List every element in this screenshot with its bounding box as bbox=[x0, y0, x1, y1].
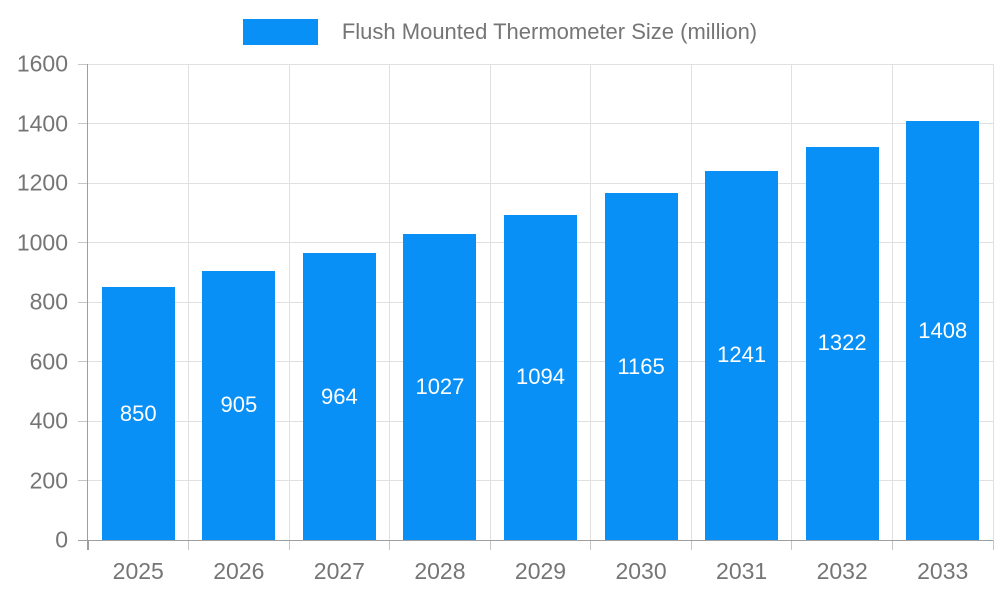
x-axis-tick bbox=[389, 540, 391, 550]
gridline-vertical bbox=[791, 64, 793, 540]
x-axis-line bbox=[78, 539, 993, 541]
y-axis-tick bbox=[78, 242, 88, 243]
gridline-vertical bbox=[188, 64, 190, 540]
x-axis-tick-label: 2025 bbox=[112, 558, 164, 584]
x-axis-tick-label: 2033 bbox=[917, 558, 969, 584]
legend-swatch-icon[interactable] bbox=[242, 19, 318, 45]
bar-value-label: 1165 bbox=[617, 353, 665, 379]
y-axis-tick bbox=[78, 123, 88, 124]
bar-value-label: 1027 bbox=[415, 374, 465, 400]
bar-2031[interactable] bbox=[705, 170, 779, 540]
y-axis-tick bbox=[78, 480, 88, 481]
gridline-horizontal bbox=[88, 123, 993, 124]
y-axis-tick-label: 600 bbox=[29, 348, 68, 374]
gridline-horizontal bbox=[88, 182, 993, 184]
x-axis-tick-label: 2028 bbox=[414, 558, 466, 584]
bar-value-label: 1408 bbox=[918, 317, 968, 343]
gridline-vertical bbox=[489, 64, 491, 540]
chart-legend: Flush Mounted Thermometer Size (million) bbox=[0, 19, 1000, 45]
gridline-vertical bbox=[690, 64, 692, 540]
bar-2025[interactable] bbox=[101, 287, 175, 540]
gridline-vertical bbox=[891, 64, 893, 540]
y-axis-line bbox=[87, 64, 88, 550]
gridline-vertical bbox=[389, 64, 391, 540]
legend-label: Flush Mounted Thermometer Size (million) bbox=[341, 19, 758, 44]
y-axis-tick-label: 1200 bbox=[16, 169, 68, 196]
y-axis-tick-label: 1000 bbox=[16, 229, 68, 255]
y-axis-tick-label: 1400 bbox=[16, 110, 68, 136]
y-axis-tick-label: 400 bbox=[29, 407, 68, 434]
x-axis-tick bbox=[288, 540, 290, 550]
bar-value-label: 1322 bbox=[817, 330, 867, 356]
y-axis-tick bbox=[78, 182, 88, 184]
gridline-horizontal bbox=[88, 63, 993, 65]
x-axis-tick bbox=[87, 540, 89, 550]
bar-2026[interactable] bbox=[202, 270, 276, 540]
x-axis-tick bbox=[791, 540, 793, 550]
x-axis-tick-label: 2031 bbox=[716, 558, 768, 584]
x-axis-tick-label: 2030 bbox=[615, 558, 667, 584]
bar-2027[interactable] bbox=[302, 253, 376, 540]
y-axis-tick bbox=[78, 301, 88, 303]
bar-2028[interactable] bbox=[403, 234, 477, 540]
y-axis-tick-label: 800 bbox=[29, 288, 68, 315]
gridline-vertical bbox=[992, 64, 994, 540]
y-axis-tick-label: 1600 bbox=[16, 50, 68, 77]
x-axis-tick-label: 2027 bbox=[313, 558, 365, 584]
x-axis-tick bbox=[690, 540, 692, 550]
bar-2030[interactable] bbox=[604, 193, 678, 540]
gridline-vertical bbox=[590, 64, 592, 540]
x-axis-tick-label: 2029 bbox=[514, 558, 567, 584]
bar-value-label: 1241 bbox=[717, 342, 767, 368]
x-axis-tick bbox=[489, 540, 491, 550]
y-axis-tick bbox=[78, 63, 88, 65]
x-axis-tick bbox=[891, 540, 893, 550]
x-axis-tick bbox=[590, 540, 592, 550]
bar-value-label: 964 bbox=[321, 383, 358, 409]
bar-2032[interactable] bbox=[805, 146, 879, 540]
y-axis-tick-label: 200 bbox=[29, 467, 68, 493]
x-axis-tick bbox=[992, 540, 994, 550]
x-axis-tick-label: 2032 bbox=[816, 558, 868, 584]
y-axis-tick bbox=[78, 361, 88, 362]
bar-value-label: 1094 bbox=[516, 364, 565, 390]
bar-value-label: 850 bbox=[119, 400, 157, 426]
gridline-vertical bbox=[288, 64, 290, 540]
x-axis-tick-label: 2026 bbox=[213, 558, 265, 584]
y-axis-tick bbox=[78, 420, 88, 422]
x-axis-tick bbox=[188, 540, 190, 550]
bar-value-label: 905 bbox=[220, 392, 258, 418]
bar-2029[interactable] bbox=[504, 214, 577, 540]
bar-2033[interactable] bbox=[906, 121, 980, 540]
y-axis-tick-label: 0 bbox=[55, 526, 68, 553]
